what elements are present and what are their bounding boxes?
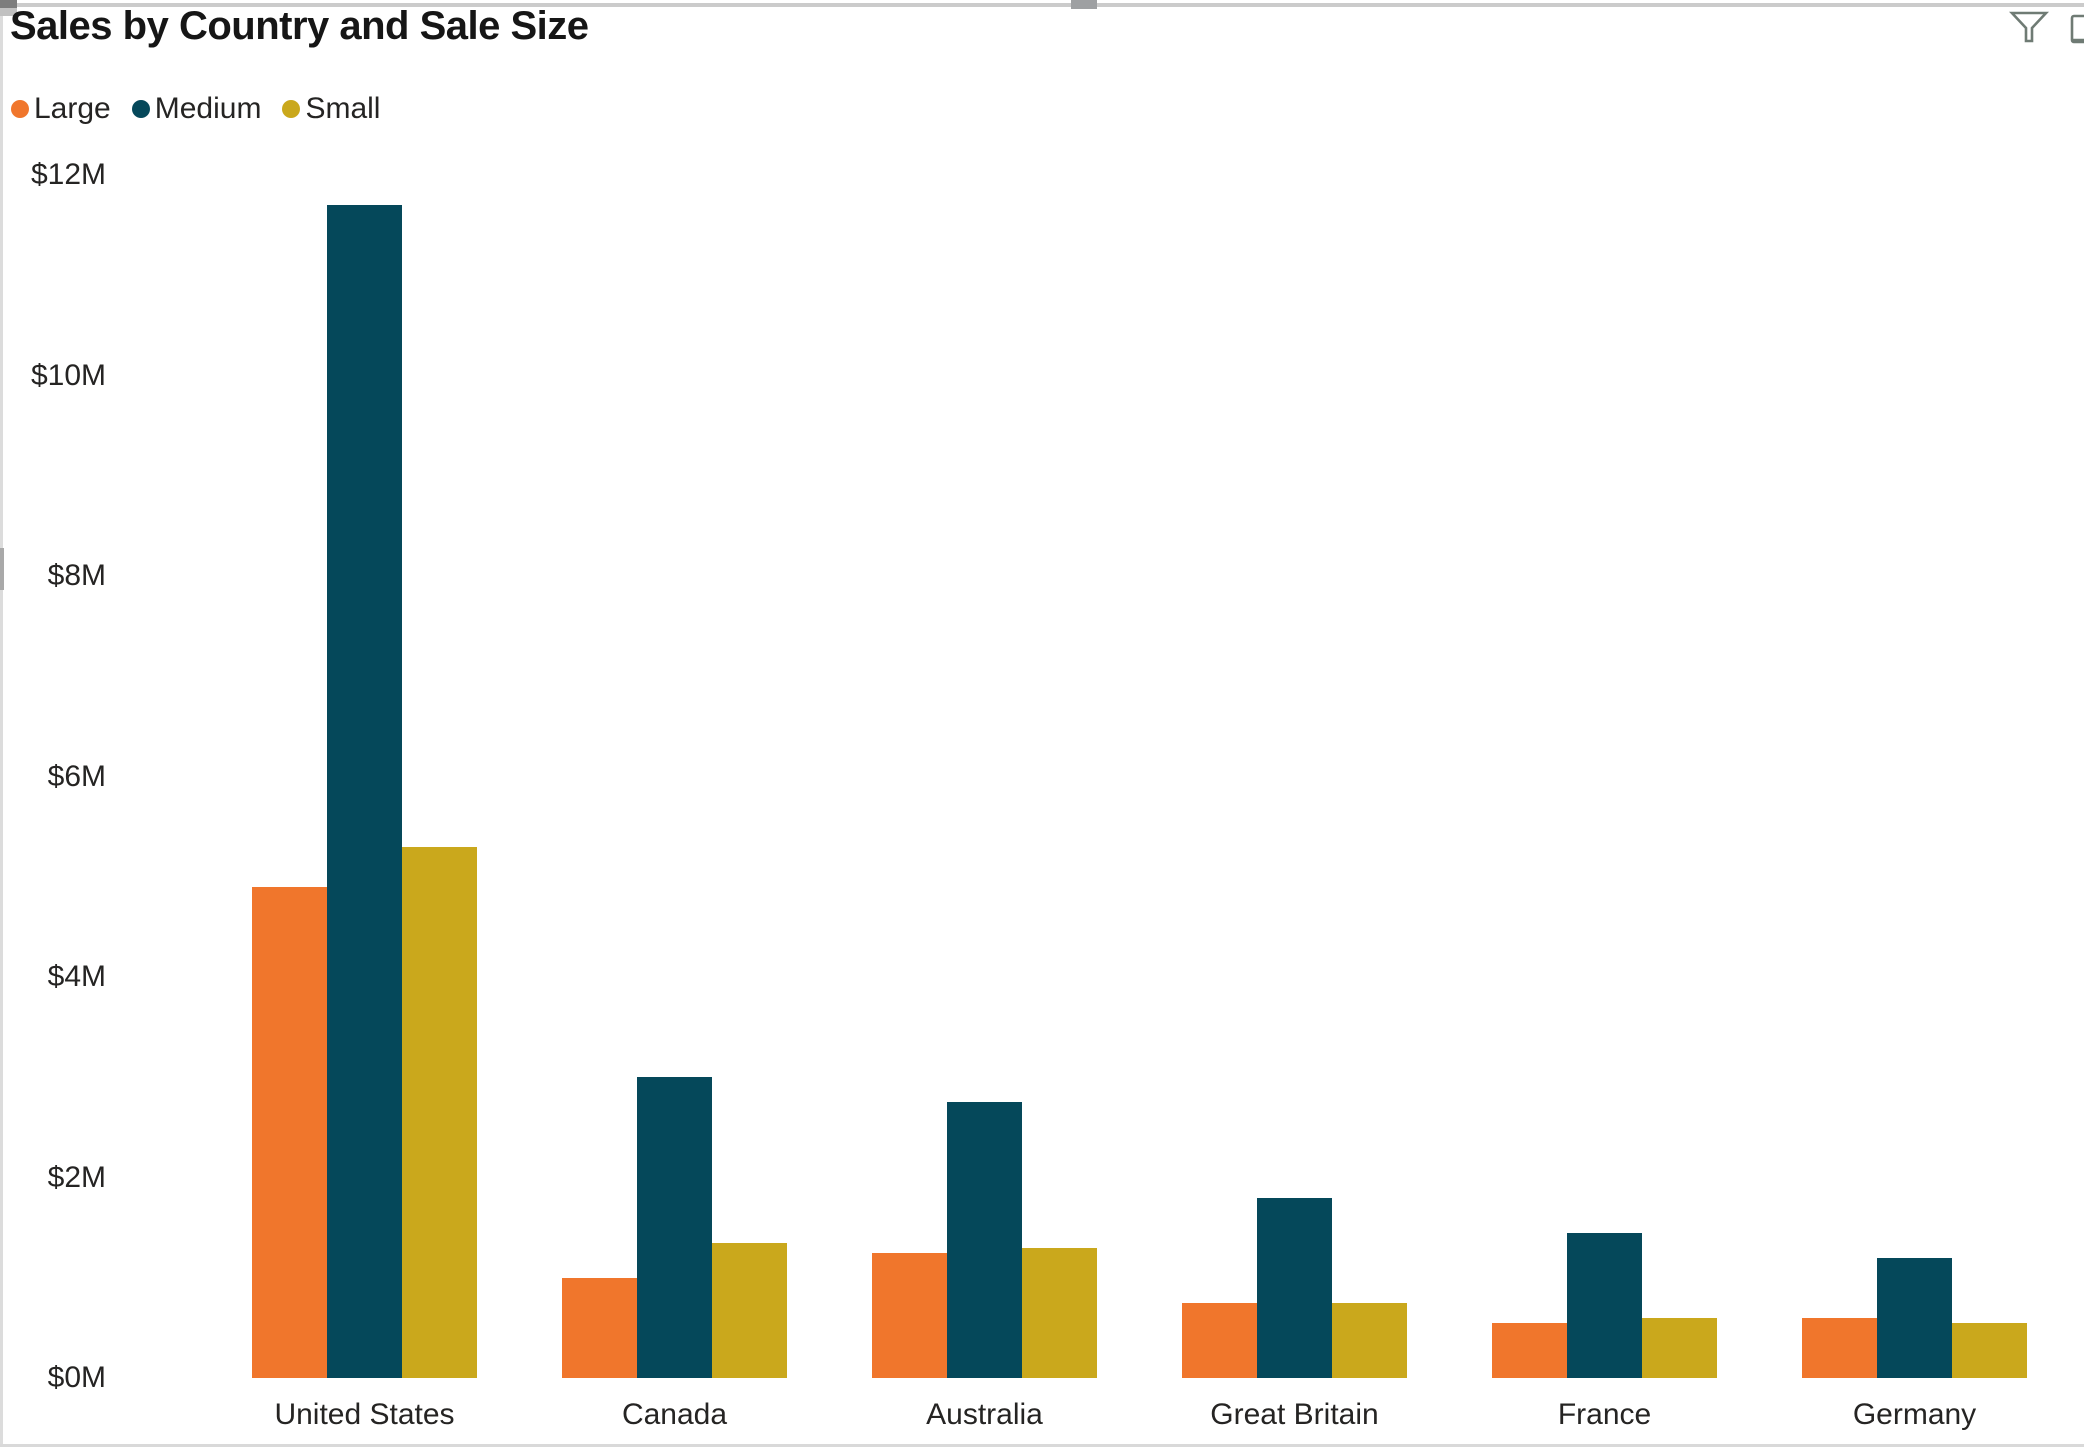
scrollbar-corner-light <box>0 8 17 16</box>
bar-medium[interactable] <box>947 1102 1022 1378</box>
bar-medium[interactable] <box>327 205 402 1378</box>
bar-small[interactable] <box>1022 1247 1097 1378</box>
bar-large[interactable] <box>1492 1322 1567 1378</box>
bar-medium[interactable] <box>637 1077 712 1378</box>
bar-large[interactable] <box>562 1277 637 1378</box>
y-axis: $12M $10M $8M $6M $4M $2M $0M <box>0 0 106 1452</box>
filter-icon[interactable] <box>2008 10 2050 44</box>
vertical-scrollbar-track[interactable] <box>0 16 3 1444</box>
bar-medium[interactable] <box>1567 1232 1642 1378</box>
y-tick-label: $10M <box>30 359 106 392</box>
y-tick-label: $6M <box>47 760 106 793</box>
bar-small[interactable] <box>402 846 477 1378</box>
x-category-label: Great Britain <box>1210 1398 1379 1431</box>
bar-medium[interactable] <box>1877 1257 1952 1378</box>
y-tick-label: $4M <box>47 960 106 993</box>
legend-item-large[interactable]: Large <box>11 92 111 126</box>
y-tick-label: $0M <box>47 1361 106 1394</box>
x-category-label: France <box>1557 1398 1652 1431</box>
vertical-scrollbar-thumb[interactable] <box>0 548 4 590</box>
bar-group-france <box>1492 175 1717 1378</box>
x-category-label: Australia <box>926 1398 1043 1431</box>
legend-label: Large <box>34 92 111 125</box>
legend-label: Small <box>305 92 381 125</box>
bar-small[interactable] <box>1952 1322 2027 1378</box>
legend-item-medium[interactable]: Medium <box>131 92 262 126</box>
legend-dot-icon <box>11 100 29 118</box>
horizontal-scrollbar-track[interactable] <box>17 3 2084 7</box>
legend-label: Medium <box>154 92 262 125</box>
legend-dot-icon <box>282 100 301 118</box>
y-tick-label: $8M <box>47 559 106 592</box>
x-axis: United States Canada Australia Great Britai… <box>130 1397 2084 1433</box>
visual-bottom-border <box>0 1444 2084 1447</box>
bar-large[interactable] <box>1802 1317 1877 1378</box>
bar-small[interactable] <box>1332 1302 1407 1378</box>
bar-group-canada <box>562 175 787 1378</box>
bar-groups <box>130 175 2084 1378</box>
x-category-label: United States <box>274 1398 455 1431</box>
bar-large[interactable] <box>872 1252 947 1378</box>
x-category-label: Germany <box>1852 1398 1977 1431</box>
scrollbar-corner-dark <box>0 0 17 8</box>
horizontal-scrollbar-thumb[interactable] <box>1071 0 1097 9</box>
legend: Large Medium Small <box>11 90 380 128</box>
bar-group-australia <box>872 175 1097 1378</box>
bar-group-great-britain <box>1182 175 1407 1378</box>
x-category-label: Canada <box>621 1398 728 1431</box>
bar-large[interactable] <box>1182 1302 1257 1378</box>
chart-title: Sales by Country and Sale Size <box>10 4 589 48</box>
bar-large[interactable] <box>252 886 327 1378</box>
bar-group-germany <box>1802 175 2027 1378</box>
bar-group-united-states <box>252 175 477 1378</box>
bar-small[interactable] <box>712 1242 787 1378</box>
y-tick-label: $2M <box>47 1161 106 1194</box>
bar-medium[interactable] <box>1257 1197 1332 1378</box>
y-tick-label: $12M <box>30 158 106 191</box>
legend-dot-icon <box>131 100 150 118</box>
plot-area <box>130 175 2084 1378</box>
bar-small[interactable] <box>1642 1317 1717 1378</box>
more-options-icon[interactable] <box>2070 12 2084 44</box>
legend-item-small[interactable]: Small <box>282 92 380 126</box>
